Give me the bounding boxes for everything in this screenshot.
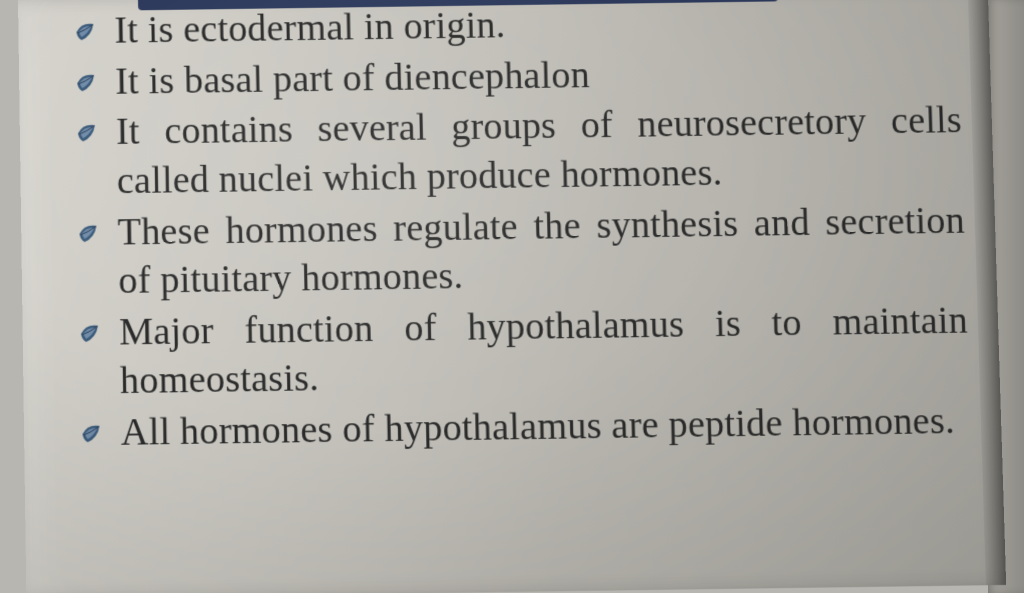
leaf-icon — [71, 221, 106, 246]
leaf-icon — [73, 321, 108, 346]
leaf-icon — [69, 70, 103, 95]
list-item: Major function of hypothalamus is to mai… — [73, 296, 970, 407]
bullet-list: It is ectodermal in origin. It is basal … — [68, 0, 972, 458]
leaf-icon — [70, 121, 104, 146]
list-item: These hormones regulate the synthesis an… — [71, 196, 967, 307]
list-item: All hormones of hypothalamus are peptide… — [74, 396, 972, 458]
textbook-page: It is ectodermal in origin. It is basal … — [18, 0, 1006, 593]
list-item: It contains several groups of neurosecre… — [70, 96, 964, 206]
bullet-text: All hormones of hypothalamus are peptide… — [120, 396, 971, 457]
partial-cutoff-text: H — [123, 587, 154, 593]
bullet-text: It is basal part of diencephalon — [115, 46, 961, 107]
bullet-text: It contains several groups of neurosecre… — [116, 96, 964, 206]
bullet-text: Major function of hypothalamus is to mai… — [119, 296, 970, 406]
leaf-icon — [74, 422, 109, 447]
leaf-icon — [68, 20, 102, 44]
bullet-text: These hormones regulate the synthesis an… — [117, 196, 967, 306]
